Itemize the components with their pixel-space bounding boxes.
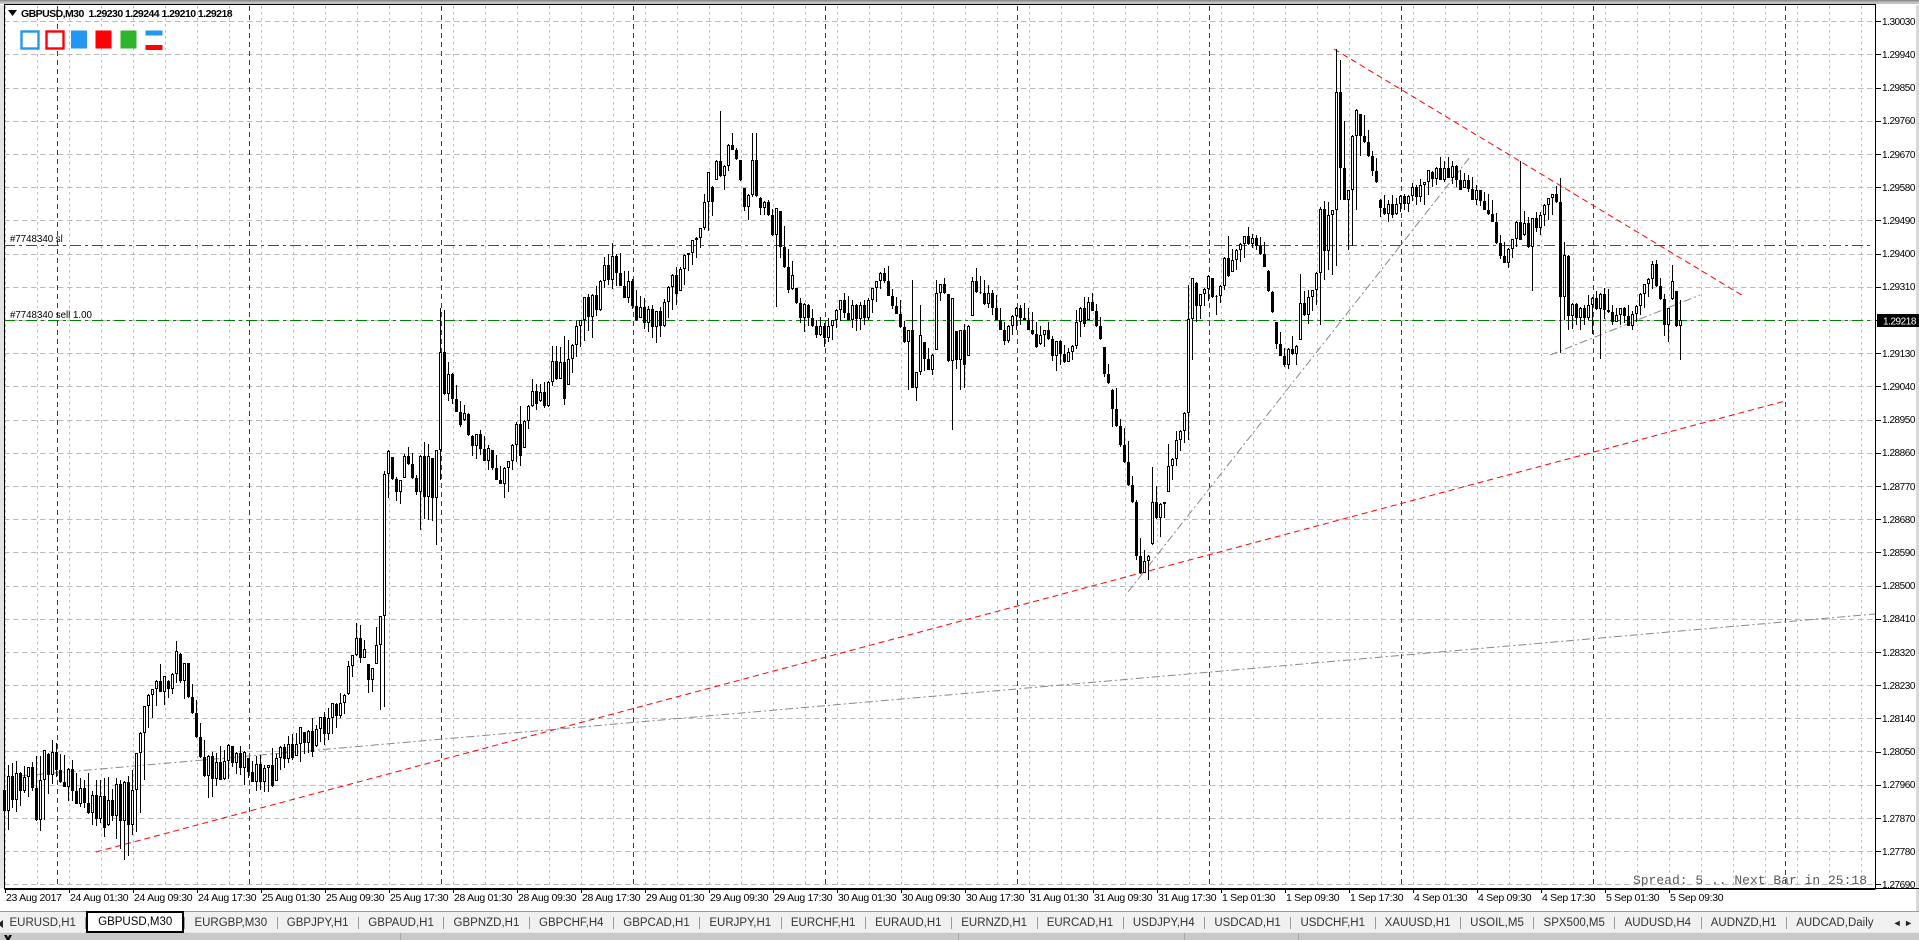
svg-text:1.29040: 1.29040	[1882, 382, 1916, 393]
svg-text:4 Sep 01:30: 4 Sep 01:30	[1414, 892, 1468, 904]
svg-text:GBPUSD,M30 1.29230 1.29244 1.: GBPUSD,M30 1.29230 1.29244 1.29210 1.292…	[21, 8, 233, 20]
svg-text:1.29310: 1.29310	[1882, 282, 1916, 293]
svg-text:23 Aug 2017: 23 Aug 2017	[6, 892, 62, 904]
svg-text:1.29218: 1.29218	[1883, 317, 1917, 328]
svg-text:1.29400: 1.29400	[1882, 249, 1916, 260]
svg-text:5 Sep 09:30: 5 Sep 09:30	[1670, 892, 1724, 904]
svg-text:29 Aug 17:30: 29 Aug 17:30	[774, 892, 833, 904]
svg-text:1.28590: 1.28590	[1882, 548, 1916, 559]
svg-text:1.28140: 1.28140	[1882, 714, 1916, 725]
svg-text:1.27780: 1.27780	[1882, 847, 1916, 858]
svg-text:1.27870: 1.27870	[1882, 814, 1916, 825]
svg-text:28 Aug 09:30: 28 Aug 09:30	[518, 892, 577, 904]
svg-text:24 Aug 17:30: 24 Aug 17:30	[198, 892, 257, 904]
svg-text:1 Sep 09:30: 1 Sep 09:30	[1286, 892, 1340, 904]
svg-text:28 Aug 01:30: 28 Aug 01:30	[454, 892, 513, 904]
svg-text:1.29940: 1.29940	[1882, 50, 1916, 61]
svg-text:5 Sep 01:30: 5 Sep 01:30	[1606, 892, 1660, 904]
svg-text:25 Aug 17:30: 25 Aug 17:30	[390, 892, 449, 904]
svg-text:1.28050: 1.28050	[1882, 747, 1916, 758]
svg-text:1.28230: 1.28230	[1882, 681, 1916, 692]
svg-text:1.28770: 1.28770	[1882, 482, 1916, 493]
svg-text:31 Aug 01:30: 31 Aug 01:30	[1030, 892, 1089, 904]
svg-text:1.29580: 1.29580	[1882, 183, 1916, 194]
svg-text:1 Sep 17:30: 1 Sep 17:30	[1350, 892, 1404, 904]
svg-text:1.28320: 1.28320	[1882, 648, 1916, 659]
svg-text:1.28860: 1.28860	[1882, 448, 1916, 459]
svg-text:29 Aug 01:30: 29 Aug 01:30	[646, 892, 705, 904]
svg-text:4 Sep 09:30: 4 Sep 09:30	[1478, 892, 1532, 904]
svg-text:1.30030: 1.30030	[1882, 17, 1916, 28]
svg-text:31 Aug 17:30: 31 Aug 17:30	[1158, 892, 1217, 904]
svg-text:1.29760: 1.29760	[1882, 116, 1916, 127]
svg-text:1.28500: 1.28500	[1882, 581, 1916, 592]
svg-text:Spread: 5 .. Next Bar in 25:18: Spread: 5 .. Next Bar in 25:18	[1633, 873, 1867, 888]
svg-text:1.29130: 1.29130	[1882, 349, 1916, 360]
svg-text:4 Sep 17:30: 4 Sep 17:30	[1542, 892, 1596, 904]
svg-text:24 Aug 01:30: 24 Aug 01:30	[70, 892, 129, 904]
svg-text:1.29850: 1.29850	[1882, 83, 1916, 94]
svg-text:1.27960: 1.27960	[1882, 780, 1916, 791]
svg-text:1.28950: 1.28950	[1882, 415, 1916, 426]
svg-text:#7748340 sell 1.00: #7748340 sell 1.00	[10, 310, 92, 321]
svg-text:30 Aug 17:30: 30 Aug 17:30	[966, 892, 1025, 904]
svg-text:30 Aug 09:30: 30 Aug 09:30	[902, 892, 961, 904]
svg-text:31 Aug 09:30: 31 Aug 09:30	[1094, 892, 1153, 904]
svg-text:24 Aug 09:30: 24 Aug 09:30	[134, 892, 193, 904]
svg-text:1.29670: 1.29670	[1882, 150, 1916, 161]
svg-text:1.28410: 1.28410	[1882, 614, 1916, 625]
svg-text:1.29490: 1.29490	[1882, 216, 1916, 227]
svg-text:30 Aug 01:30: 30 Aug 01:30	[838, 892, 897, 904]
svg-text:29 Aug 09:30: 29 Aug 09:30	[710, 892, 769, 904]
svg-text:#7748340 sl: #7748340 sl	[10, 234, 63, 245]
svg-text:25 Aug 09:30: 25 Aug 09:30	[326, 892, 385, 904]
svg-text:1 Sep 01:30: 1 Sep 01:30	[1222, 892, 1276, 904]
svg-text:28 Aug 17:30: 28 Aug 17:30	[582, 892, 641, 904]
svg-text:1.28680: 1.28680	[1882, 515, 1916, 526]
svg-text:1.27690: 1.27690	[1882, 880, 1916, 891]
svg-text:25 Aug 01:30: 25 Aug 01:30	[262, 892, 321, 904]
